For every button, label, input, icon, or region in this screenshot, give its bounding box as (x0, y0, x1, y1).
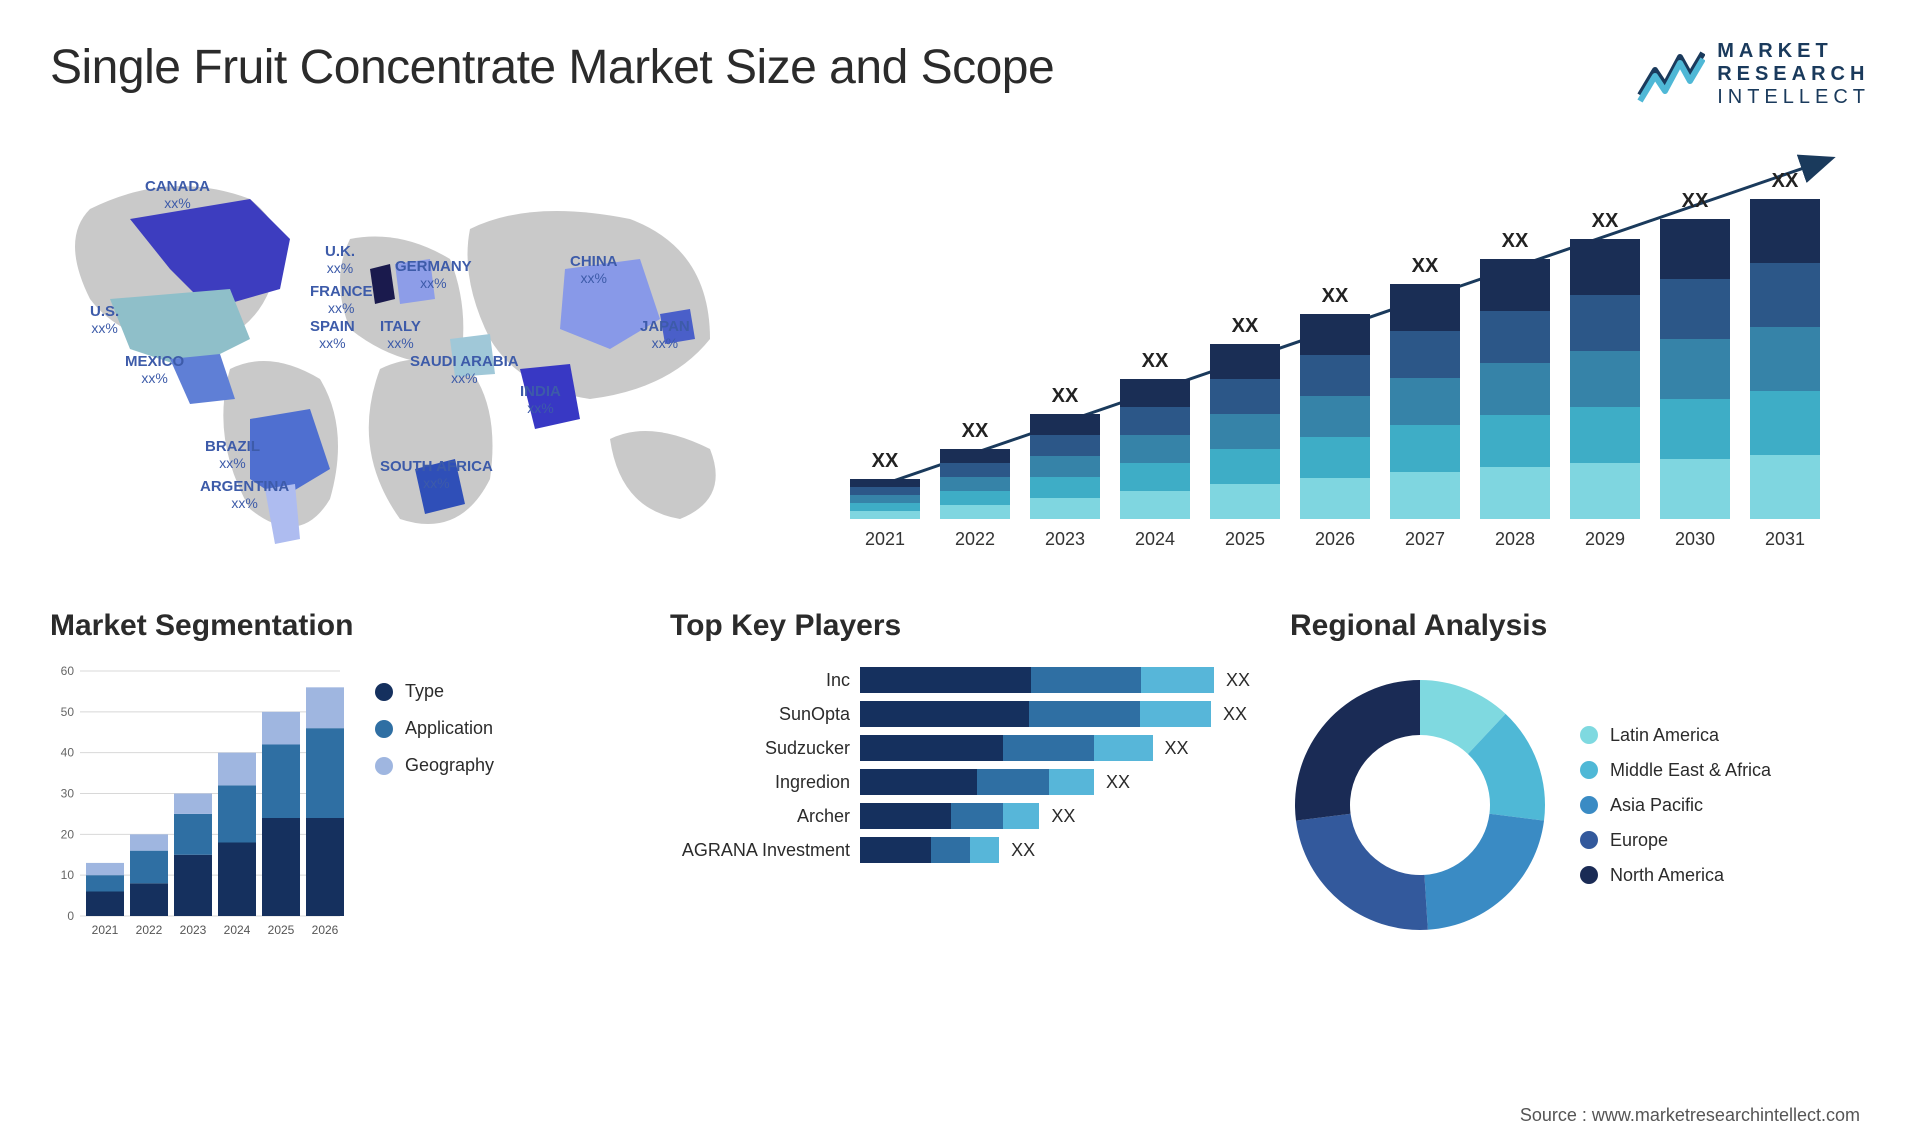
legend-item: Geography (375, 755, 494, 776)
svg-text:2030: 2030 (1675, 529, 1715, 549)
svg-text:2028: 2028 (1495, 529, 1535, 549)
legend-item: Asia Pacific (1580, 795, 1771, 816)
map-label: CHINAxx% (570, 254, 618, 286)
svg-text:2029: 2029 (1585, 529, 1625, 549)
world-map-panel: CANADAxx% U.S.xx%MEXICOxx% BRAZILxx% ARGENT… (50, 139, 770, 559)
svg-text:XX: XX (872, 450, 899, 472)
map-label: MEXICOxx% (125, 354, 184, 386)
page-title: Single Fruit Concentrate Market Size and… (50, 40, 1054, 95)
svg-text:2026: 2026 (1315, 529, 1355, 549)
svg-text:2024: 2024 (1135, 529, 1175, 549)
svg-text:XX: XX (1502, 230, 1529, 252)
map-label: INDIAxx% (520, 384, 561, 416)
svg-text:40: 40 (61, 746, 75, 760)
map-label: CANADAxx% (145, 179, 210, 211)
logo-line2: RESEARCH (1717, 63, 1870, 86)
player-row: SunOptaXX (670, 701, 1250, 727)
svg-text:XX: XX (1232, 315, 1259, 337)
legend-item: Middle East & Africa (1580, 760, 1771, 781)
player-row: ArcherXX (670, 803, 1250, 829)
segmentation-legend: Type Application Geography (375, 661, 494, 949)
svg-text:2022: 2022 (955, 529, 995, 549)
player-row: IngredionXX (670, 769, 1250, 795)
svg-text:2026: 2026 (312, 923, 339, 937)
players-list: IncXX SunOptaXX SudzuckerXX IngredionXX Arch… (670, 661, 1250, 949)
svg-text:0: 0 (67, 909, 74, 923)
brand-logo: MARKET RESEARCH INTELLECT (1635, 40, 1870, 109)
map-label: SAUDI ARABIAxx% (410, 354, 519, 386)
player-row: SudzuckerXX (670, 735, 1250, 761)
map-label: U.S.xx% (90, 304, 119, 336)
legend-item: Europe (1580, 830, 1771, 851)
svg-text:XX: XX (1682, 190, 1709, 212)
map-label: GERMANYxx% (395, 259, 472, 291)
source-text: Source : www.marketresearchintellect.com (1520, 1105, 1860, 1126)
svg-text:XX: XX (1322, 285, 1349, 307)
segmentation-panel: Market Segmentation 0 10 20 30 40 50 60 2021 202… (50, 609, 630, 949)
svg-text:50: 50 (61, 705, 75, 719)
legend-item: North America (1580, 865, 1771, 886)
regional-panel: Regional Analysis Latin America Middle Ea… (1290, 609, 1870, 949)
map-label: JAPANxx% (640, 319, 690, 351)
svg-text:60: 60 (61, 664, 75, 678)
svg-text:2025: 2025 (1225, 529, 1265, 549)
map-label: U.K.xx% (325, 244, 355, 276)
svg-text:2023: 2023 (180, 923, 207, 937)
player-row: IncXX (670, 667, 1250, 693)
map-label: ARGENTINAxx% (200, 479, 289, 511)
svg-text:2025: 2025 (268, 923, 295, 937)
growth-chart-panel: XX 2021 XX 2022 XX 2023 XX 2024 XX 2025 XX 2026 XX 20… (810, 139, 1870, 559)
players-title: Top Key Players (670, 609, 1250, 643)
logo-line3: INTELLECT (1717, 86, 1870, 109)
map-label: SOUTH AFRICAxx% (380, 459, 493, 491)
svg-text:XX: XX (962, 420, 989, 442)
svg-text:2021: 2021 (92, 923, 119, 937)
growth-bar-chart: XX 2021 XX 2022 XX 2023 XX 2024 XX 2025 XX 2026 XX 20… (810, 139, 1870, 559)
map-label: SPAINxx% (310, 319, 355, 351)
svg-text:2024: 2024 (224, 923, 251, 937)
svg-text:XX: XX (1412, 255, 1439, 277)
legend-item: Type (375, 681, 494, 702)
svg-text:XX: XX (1052, 385, 1079, 407)
svg-text:10: 10 (61, 868, 75, 882)
map-label: FRANCExx% (310, 284, 373, 316)
segmentation-chart: 0 10 20 30 40 50 60 2021 2022 2023 2024 2025 2026 (50, 661, 350, 941)
regional-donut (1290, 675, 1550, 935)
regional-title: Regional Analysis (1290, 609, 1870, 643)
svg-text:2023: 2023 (1045, 529, 1085, 549)
map-label: ITALYxx% (380, 319, 421, 351)
svg-text:2021: 2021 (865, 529, 905, 549)
segmentation-title: Market Segmentation (50, 609, 630, 643)
svg-text:XX: XX (1772, 170, 1799, 192)
svg-text:2027: 2027 (1405, 529, 1445, 549)
svg-text:2022: 2022 (136, 923, 163, 937)
regional-legend: Latin America Middle East & Africa Asia Pa… (1580, 725, 1771, 886)
logo-line1: MARKET (1717, 40, 1870, 63)
svg-text:2031: 2031 (1765, 529, 1805, 549)
svg-text:20: 20 (61, 827, 75, 841)
svg-text:XX: XX (1142, 350, 1169, 372)
map-label: BRAZILxx% (205, 439, 260, 471)
legend-item: Application (375, 718, 494, 739)
logo-icon (1635, 45, 1705, 105)
player-row: AGRANA InvestmentXX (670, 837, 1250, 863)
players-panel: Top Key Players IncXX SunOptaXX SudzuckerX… (670, 609, 1250, 949)
legend-item: Latin America (1580, 725, 1771, 746)
svg-text:XX: XX (1592, 210, 1619, 232)
svg-text:30: 30 (61, 787, 75, 801)
